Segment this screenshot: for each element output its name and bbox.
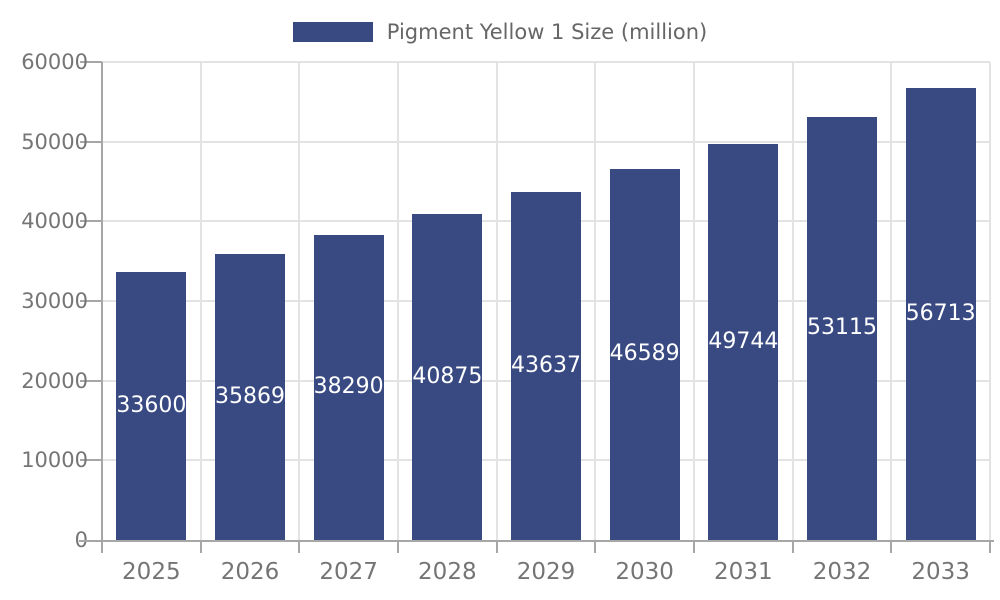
gridline-vertical bbox=[890, 62, 893, 540]
gridline-horizontal bbox=[102, 61, 990, 63]
y-tick-label: 20000 bbox=[21, 368, 88, 393]
bar-value-label: 53115 bbox=[807, 315, 877, 341]
bar-2027 bbox=[313, 234, 384, 540]
gridline-vertical bbox=[199, 62, 202, 540]
gridline-horizontal bbox=[102, 140, 990, 143]
bar-2026 bbox=[215, 254, 285, 540]
x-tick-label: 2030 bbox=[615, 559, 674, 585]
bar-2033 bbox=[905, 88, 976, 540]
bar-2029 bbox=[511, 192, 581, 540]
x-axis-tick bbox=[298, 540, 301, 553]
bar-value-label: 33600 bbox=[116, 393, 187, 419]
bar-value-label: 49744 bbox=[708, 328, 779, 354]
bar-value-label: 38290 bbox=[313, 374, 384, 400]
gridline-vertical bbox=[791, 62, 794, 540]
y-axis-tick bbox=[80, 459, 102, 462]
gridline-vertical bbox=[693, 62, 695, 540]
x-axis-tick bbox=[397, 540, 399, 553]
bar-2028 bbox=[412, 214, 483, 540]
x-tick-label: 2032 bbox=[812, 559, 872, 585]
gridline-vertical bbox=[989, 62, 991, 540]
x-tick-label: 2028 bbox=[418, 559, 477, 585]
x-tick-label: 2029 bbox=[516, 559, 576, 585]
bar-value-label: 56713 bbox=[905, 301, 976, 327]
y-axis-line bbox=[101, 62, 103, 553]
y-tick-label: 30000 bbox=[21, 289, 88, 313]
y-axis-tick bbox=[80, 220, 102, 223]
gridline-vertical bbox=[594, 62, 597, 540]
bar-2031 bbox=[708, 143, 779, 540]
x-tick-label: 2025 bbox=[122, 559, 181, 585]
x-tick-label: 2027 bbox=[319, 559, 378, 585]
bar-2025 bbox=[116, 272, 187, 540]
legend-label: Pigment Yellow 1 Size (million) bbox=[386, 20, 708, 44]
x-tick-label: 2026 bbox=[220, 559, 280, 585]
gridline-vertical bbox=[495, 62, 498, 540]
x-tick-label: 2033 bbox=[911, 559, 970, 585]
bar-value-label: 35869 bbox=[215, 384, 285, 410]
gridline-vertical bbox=[298, 62, 301, 540]
y-tick-label: 60000 bbox=[21, 50, 88, 74]
y-axis-tick bbox=[80, 300, 102, 302]
legend-swatch bbox=[292, 22, 373, 42]
bar-value-label: 46589 bbox=[609, 341, 680, 367]
bar-value-label: 40875 bbox=[412, 364, 483, 390]
x-axis-tick bbox=[890, 540, 893, 553]
y-tick-label: 10000 bbox=[21, 448, 88, 473]
gridline-vertical bbox=[397, 62, 399, 540]
x-axis-tick bbox=[199, 540, 202, 553]
y-tick-label: 0 bbox=[0, 528, 88, 552]
x-axis-tick bbox=[495, 540, 498, 553]
bar-2032 bbox=[807, 116, 877, 540]
legend-item[interactable]: Pigment Yellow 1 Size (million) bbox=[0, 20, 1000, 44]
y-tick-label: 40000 bbox=[21, 209, 88, 234]
y-axis-tick bbox=[80, 140, 102, 143]
x-axis-tick bbox=[594, 540, 597, 553]
x-axis-tick bbox=[693, 540, 695, 553]
x-tick-label: 2031 bbox=[714, 559, 773, 585]
x-axis-line bbox=[79, 540, 994, 542]
bar-value-label: 43637 bbox=[511, 353, 581, 379]
y-axis-tick bbox=[80, 61, 102, 63]
x-axis-tick bbox=[791, 540, 794, 553]
x-axis-tick bbox=[989, 540, 991, 553]
y-tick-label: 50000 bbox=[21, 129, 88, 154]
y-axis-tick bbox=[80, 379, 102, 382]
bar-2030 bbox=[609, 168, 680, 540]
